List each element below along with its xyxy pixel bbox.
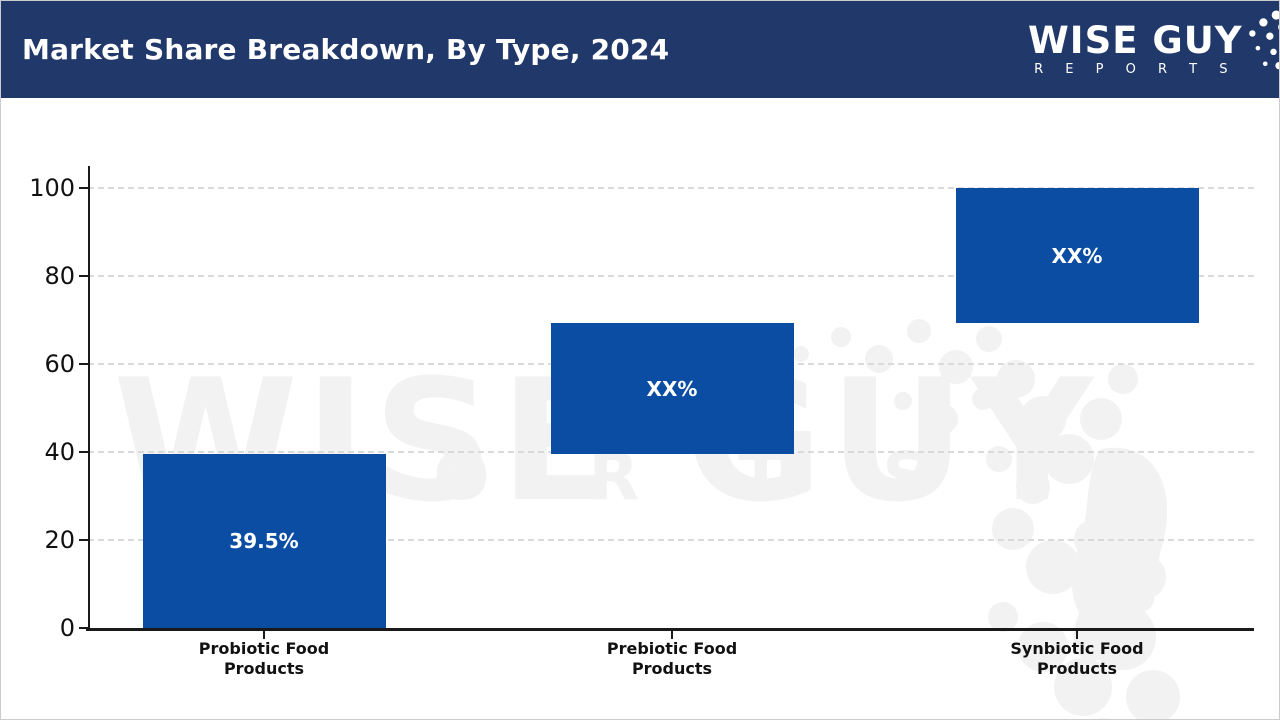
x-axis-tick xyxy=(671,631,673,639)
x-axis-tick xyxy=(263,631,265,639)
brand-logo: WISE GUY R E P O R T S xyxy=(1028,4,1279,96)
y-axis-tick xyxy=(79,451,88,453)
y-axis-tick-label: 0 xyxy=(59,614,75,642)
x-category-label: Prebiotic Food Products xyxy=(606,639,738,678)
y-axis-tick xyxy=(79,627,88,629)
y-axis-tick xyxy=(79,539,88,541)
bar-value-label: XX% xyxy=(646,376,698,401)
y-axis-tick-label: 80 xyxy=(44,262,75,290)
bar-value-label: 39.5% xyxy=(229,529,299,554)
gridline xyxy=(88,275,1254,277)
y-axis-tick-label: 20 xyxy=(44,526,75,554)
y-axis-tick-label: 40 xyxy=(44,438,75,466)
y-axis-tick-label: 60 xyxy=(44,350,75,378)
bar-value-label: XX% xyxy=(1051,243,1103,268)
y-axis-line xyxy=(88,166,90,630)
bar-segment: XX% xyxy=(955,188,1199,324)
x-axis-line xyxy=(86,628,1254,631)
brand-name: WISE GUY xyxy=(1028,19,1243,62)
bar-segment: 39.5% xyxy=(142,454,386,628)
gridline xyxy=(88,187,1254,189)
bar-segment: XX% xyxy=(550,323,794,455)
gridline xyxy=(88,539,1254,541)
x-category-label: Probiotic Food Products xyxy=(198,639,330,678)
y-axis-tick xyxy=(79,275,88,277)
y-axis-tick xyxy=(79,363,88,365)
x-axis-tick xyxy=(1076,631,1078,639)
brand-logo-text: WISE GUY R E P O R T S xyxy=(1028,22,1243,78)
y-axis-tick-label: 100 xyxy=(29,174,75,202)
page-title: Market Share Breakdown, By Type, 2024 xyxy=(22,32,670,66)
header-bar: Market Share Breakdown, By Type, 2024 WI… xyxy=(1,1,1279,98)
face-profile-icon xyxy=(1248,10,1279,70)
brand-subname: R E P O R T S xyxy=(1034,62,1237,77)
x-category-label: Synbiotic Food Products xyxy=(1010,639,1144,678)
y-axis-tick xyxy=(79,187,88,189)
